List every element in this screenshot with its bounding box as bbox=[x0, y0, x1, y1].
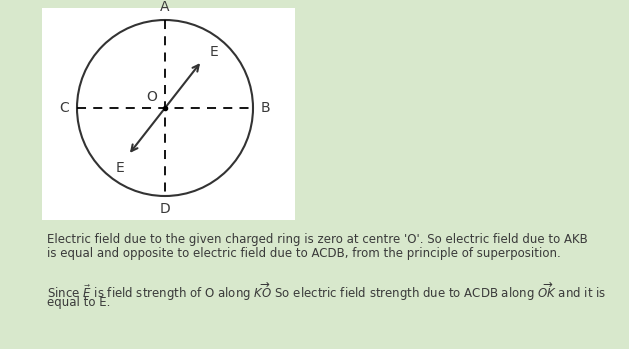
Text: Electric field due to the given charged ring is zero at centre 'O'. So electric : Electric field due to the given charged … bbox=[47, 233, 587, 246]
Text: C: C bbox=[59, 101, 69, 115]
Text: E: E bbox=[115, 161, 124, 175]
Text: O: O bbox=[146, 90, 157, 104]
Text: B: B bbox=[261, 101, 270, 115]
Text: Since $\vec{E}$ is field strength of O along $\overrightarrow{KO}$ So electric f: Since $\vec{E}$ is field strength of O a… bbox=[47, 280, 606, 303]
Text: equal to E.: equal to E. bbox=[47, 296, 110, 309]
Text: E: E bbox=[210, 45, 219, 59]
Text: A: A bbox=[160, 0, 170, 14]
Text: D: D bbox=[160, 202, 170, 216]
Bar bbox=[42, 8, 295, 220]
Text: is equal and opposite to electric field due to ACDB, from the principle of super: is equal and opposite to electric field … bbox=[47, 247, 560, 260]
